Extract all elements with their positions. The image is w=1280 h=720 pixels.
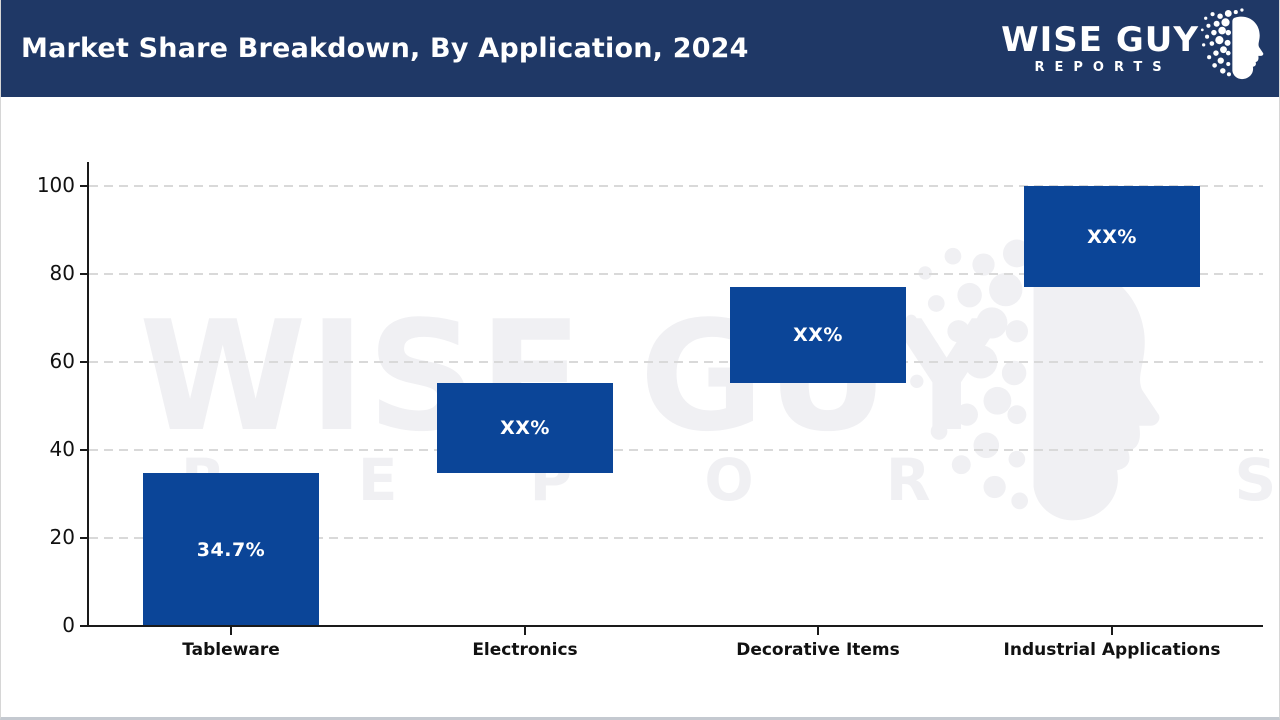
x-category-label-2: Electronics [472, 640, 578, 660]
wiseguy-logo: WISE GUY REPORTS [1001, 7, 1267, 90]
x-tick-4 [1111, 627, 1113, 635]
x-tick-1 [230, 627, 232, 635]
y-tick-label-20: 20 [49, 525, 75, 549]
y-tick-label-60: 60 [49, 349, 75, 373]
bar-value-label: XX% [1087, 225, 1137, 248]
gridline-20 [89, 537, 1263, 539]
gridline-100 [89, 185, 1263, 187]
bar-electronics: XX% [437, 383, 613, 474]
bar-industrial-applications: XX% [1024, 186, 1200, 288]
x-tick-3 [817, 627, 819, 635]
y-tick-0 [80, 625, 89, 627]
y-tick-label-0: 0 [62, 613, 75, 637]
y-tick-80 [80, 273, 89, 275]
wiseguy-logo-text: WISE GUY REPORTS [1001, 23, 1199, 74]
bar-value-label: 34.7% [196, 538, 266, 561]
y-tick-label-40: 40 [49, 437, 75, 461]
wiseguy-face-icon [1200, 7, 1264, 79]
logo-brand-bottom: REPORTS [1034, 60, 1172, 75]
y-axis [87, 162, 89, 627]
x-tick-2 [524, 627, 526, 635]
bar-tableware: 34.7% [143, 473, 319, 626]
gridline-80 [89, 273, 1263, 275]
x-category-label-3: Decorative Items [736, 640, 900, 660]
y-tick-20 [80, 537, 89, 539]
x-category-label-4: Industrial Applications [1003, 640, 1221, 660]
bar-value-label: XX% [500, 417, 550, 440]
y-tick-60 [80, 361, 89, 363]
header-bar: Market Share Breakdown, By Application, … [1, 0, 1279, 97]
bar-decorative-items: XX% [730, 287, 906, 384]
bar-value-label: XX% [793, 324, 843, 347]
y-tick-label-100: 100 [36, 173, 75, 197]
page-title: Market Share Breakdown, By Application, … [21, 33, 749, 64]
x-axis [87, 625, 1263, 627]
y-tick-label-80: 80 [49, 261, 75, 285]
gridline-60 [89, 361, 1263, 363]
y-tick-100 [80, 185, 89, 187]
x-category-label-1: Tableware [182, 640, 280, 660]
y-tick-40 [80, 449, 89, 451]
logo-brand-top: WISE GUY [1001, 20, 1199, 60]
gridline-40 [89, 449, 1263, 451]
